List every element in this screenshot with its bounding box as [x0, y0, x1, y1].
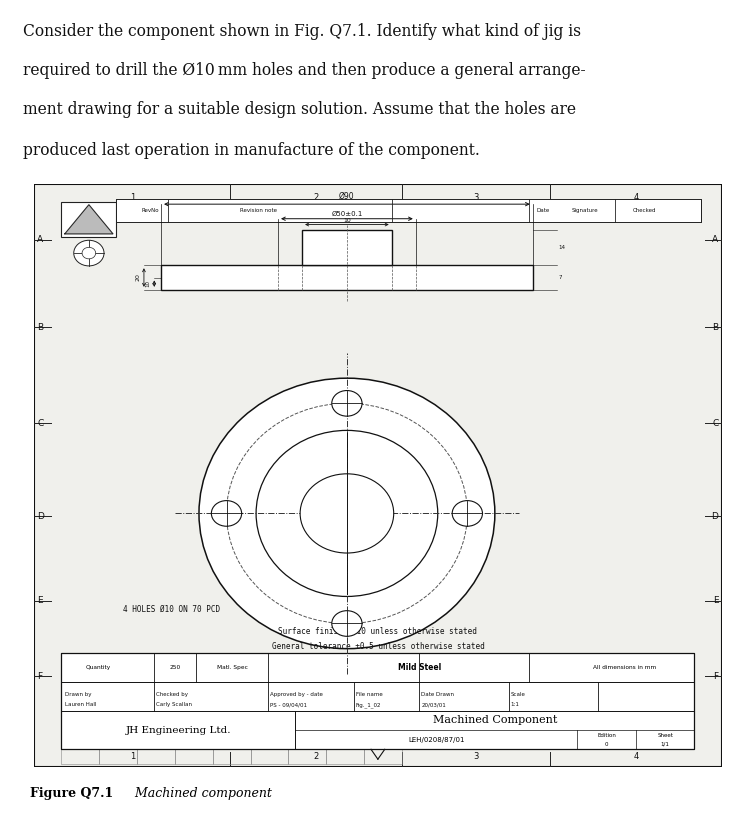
Text: C: C [38, 419, 44, 427]
Bar [62, 749, 99, 764]
Bar [62, 202, 117, 237]
Text: E: E [713, 597, 718, 605]
Circle shape [452, 500, 483, 526]
Text: Edition: Edition [597, 732, 616, 737]
Text: F: F [714, 672, 718, 681]
Circle shape [211, 500, 241, 526]
Text: 1:1: 1:1 [511, 702, 520, 707]
Text: Consider the component shown in Fig. Q7.1. Identify what kind of jig is: Consider the component shown in Fig. Q7.… [23, 23, 581, 40]
Text: File name: File name [356, 692, 383, 697]
Text: Date: Date [536, 208, 550, 213]
Text: Quantity: Quantity [85, 665, 111, 670]
Bar [289, 749, 326, 764]
Circle shape [74, 241, 104, 266]
Text: Checked by: Checked by [156, 692, 188, 697]
Text: D: D [711, 512, 718, 521]
Text: Approved by - date: Approved by - date [270, 692, 323, 697]
Text: 1: 1 [129, 752, 135, 761]
Text: E: E [38, 597, 43, 605]
Text: B: B [38, 323, 44, 332]
Text: Scale: Scale [511, 692, 526, 697]
Text: Mild Steel: Mild Steel [398, 663, 441, 672]
Text: 7: 7 [558, 275, 562, 280]
Text: 20: 20 [135, 274, 141, 282]
Text: Figure Q7.1: Figure Q7.1 [30, 787, 114, 800]
Text: 20/03/01: 20/03/01 [421, 702, 446, 707]
Text: Carly Scallan: Carly Scallan [156, 702, 193, 707]
Circle shape [82, 247, 96, 259]
Text: C: C [712, 419, 718, 427]
Bar [117, 199, 702, 222]
Circle shape [332, 391, 362, 416]
Text: 2: 2 [314, 193, 319, 202]
Text: 14: 14 [558, 246, 566, 251]
Text: Sheet: Sheet [657, 732, 673, 737]
Text: 3: 3 [474, 193, 479, 202]
Text: Ø90: Ø90 [339, 192, 355, 201]
Text: Signature: Signature [572, 208, 599, 213]
Bar [250, 749, 289, 764]
Text: Checked: Checked [632, 208, 656, 213]
Text: B: B [712, 323, 718, 332]
Text: PS - 09/04/01: PS - 09/04/01 [270, 702, 307, 707]
Text: D: D [38, 512, 44, 521]
Bar [137, 749, 175, 764]
Text: Ø50±0.1: Ø50±0.1 [331, 210, 362, 216]
Text: F: F [38, 672, 42, 681]
Text: A: A [38, 235, 44, 244]
Text: Lauren Hall: Lauren Hall [65, 702, 96, 707]
Text: 1: 1 [129, 193, 135, 202]
Text: General tolerance ±0.5 unless otherwise stated: General tolerance ±0.5 unless otherwise … [271, 642, 484, 650]
Bar [175, 749, 213, 764]
Circle shape [300, 473, 394, 553]
Bar [213, 749, 250, 764]
Text: A: A [712, 235, 718, 244]
Text: All dimensions in mm: All dimensions in mm [593, 665, 656, 670]
Circle shape [332, 611, 362, 636]
Bar [99, 749, 137, 764]
Text: JH Engineering Ltd.: JH Engineering Ltd. [126, 726, 231, 735]
Text: 0: 0 [605, 742, 608, 747]
Text: required to drill the Ø10 mm holes and then produce a general arrange-: required to drill the Ø10 mm holes and t… [23, 62, 585, 79]
Text: 3: 3 [474, 752, 479, 761]
Bar [302, 230, 392, 266]
Text: 4: 4 [633, 193, 638, 202]
Polygon shape [65, 204, 113, 234]
Text: 2: 2 [314, 752, 319, 761]
Text: Fig._1_02: Fig._1_02 [356, 702, 381, 708]
Text: 250: 250 [169, 665, 180, 670]
Text: ment drawing for a suitable design solution. Assume that the holes are: ment drawing for a suitable design solut… [23, 101, 575, 117]
Bar [364, 749, 402, 764]
Text: Machined component: Machined component [127, 787, 272, 800]
Text: 10: 10 [343, 218, 350, 223]
Text: Drawn by: Drawn by [65, 692, 91, 697]
Bar [326, 749, 364, 764]
Ellipse shape [199, 378, 495, 649]
Text: 1/1: 1/1 [661, 742, 669, 747]
Bar [62, 653, 694, 749]
Text: Matl. Spec: Matl. Spec [217, 665, 247, 670]
Text: Revision note: Revision note [241, 208, 277, 213]
Bar [161, 266, 532, 290]
Text: LEH/0208/87/01: LEH/0208/87/01 [408, 737, 465, 742]
Text: produced last operation in manufacture of the component.: produced last operation in manufacture o… [23, 142, 480, 159]
Text: Date Drawn: Date Drawn [421, 692, 454, 697]
Text: Machined Component: Machined Component [432, 716, 557, 726]
Text: RevNo: RevNo [142, 208, 159, 213]
Text: 10: 10 [146, 280, 151, 287]
Text: 4: 4 [633, 752, 638, 761]
Ellipse shape [256, 431, 438, 597]
Text: 4 HOLES Ø10 ON 70 PCD: 4 HOLES Ø10 ON 70 PCD [123, 605, 220, 614]
Text: Surface finish  N10 unless otherwise stated: Surface finish N10 unless otherwise stat… [278, 627, 478, 636]
